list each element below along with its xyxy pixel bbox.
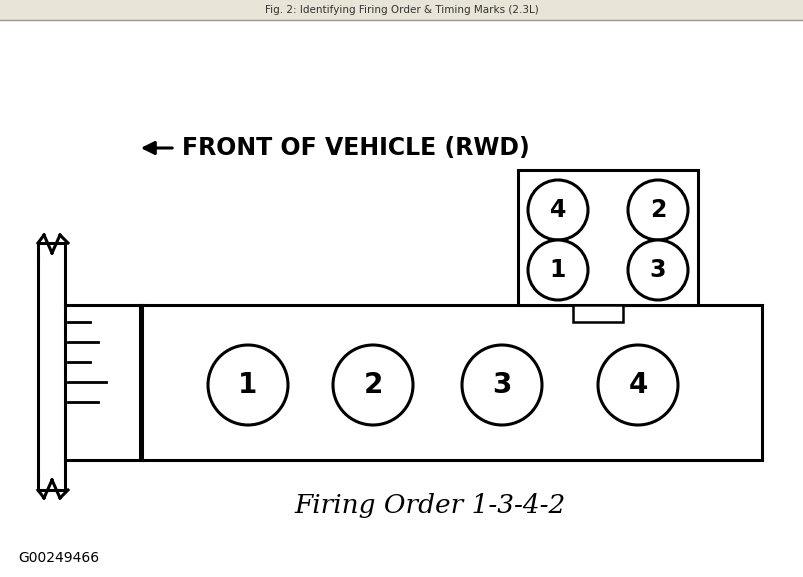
Text: Fig. 2: Identifying Firing Order & Timing Marks (2.3L): Fig. 2: Identifying Firing Order & Timin… (265, 5, 538, 15)
Circle shape (528, 240, 587, 300)
Text: 4: 4 (549, 198, 565, 222)
Bar (0, 0, 803, 20)
Text: 3: 3 (491, 371, 511, 399)
Bar (140, 305, 761, 460)
Text: 2: 2 (363, 371, 382, 399)
Text: 1: 1 (238, 371, 257, 399)
Circle shape (528, 180, 587, 240)
Text: G00249466: G00249466 (18, 551, 99, 565)
Bar (573, 305, 622, 322)
Text: Firing Order 1-3-4-2: Firing Order 1-3-4-2 (294, 493, 565, 518)
Text: FRONT OF VEHICLE (RWD): FRONT OF VEHICLE (RWD) (181, 136, 529, 160)
Text: 4: 4 (627, 371, 647, 399)
Circle shape (627, 180, 687, 240)
Circle shape (627, 240, 687, 300)
Text: 2: 2 (649, 198, 666, 222)
Bar (517, 170, 697, 305)
Circle shape (332, 345, 413, 425)
Text: 3: 3 (649, 258, 666, 282)
Circle shape (462, 345, 541, 425)
Circle shape (208, 345, 287, 425)
Text: 1: 1 (549, 258, 565, 282)
Circle shape (597, 345, 677, 425)
